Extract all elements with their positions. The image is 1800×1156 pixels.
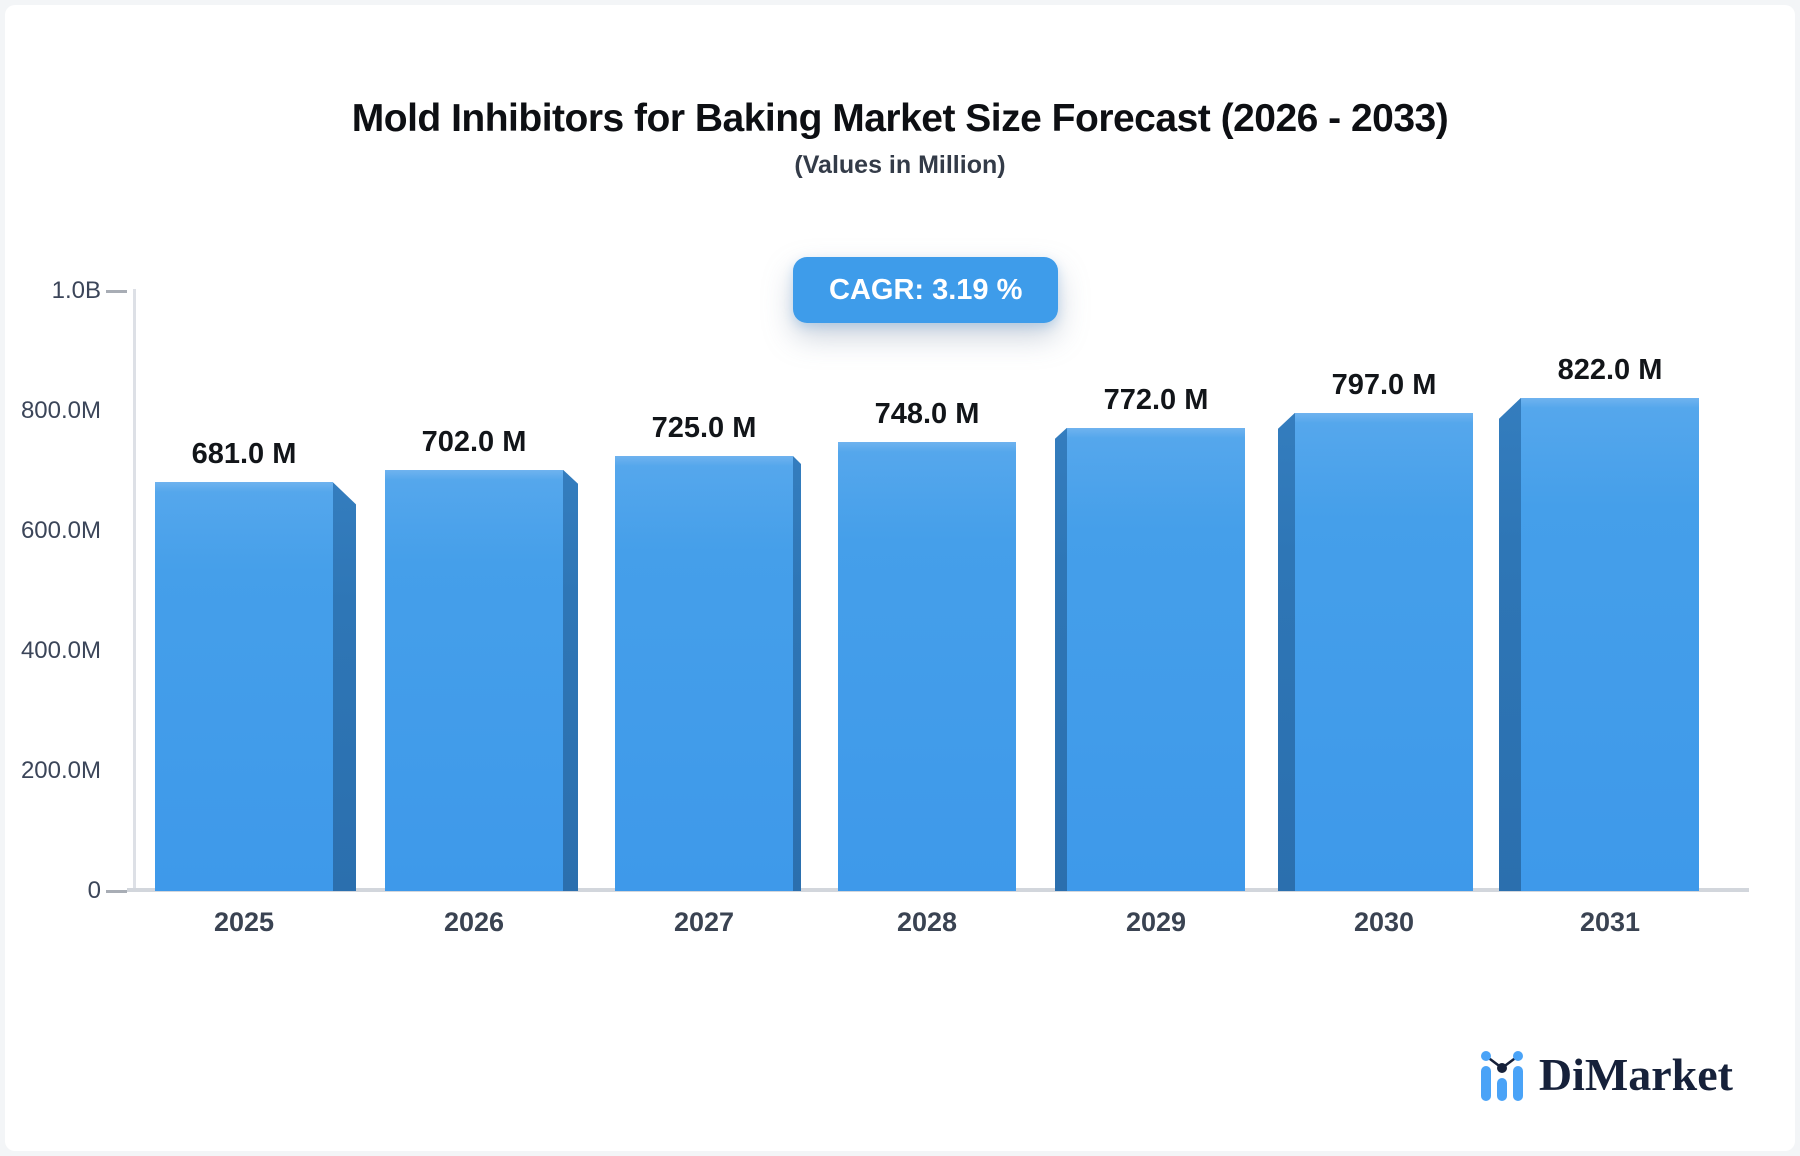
y-axis-tick-0 <box>106 890 127 893</box>
chart-stage: Mold Inhibitors for Baking Market Size F… <box>5 5 1795 1151</box>
chart-subtitle: (Values in Million) <box>794 151 1006 179</box>
value-label-2029: 772.0 M <box>1103 383 1209 416</box>
x-axis-label-2029: 2029 <box>1125 907 1187 937</box>
bar-2026[interactable] <box>385 469 563 891</box>
bar-2030-3d-side <box>1278 412 1295 891</box>
value-label-2026: 702.0 M <box>421 425 527 458</box>
value-label-2030: 797.0 M <box>1331 368 1437 401</box>
y-axis-label-0: 0 <box>87 877 101 904</box>
y-axis-label-800.0M: 800.0M <box>20 397 101 424</box>
value-label-2031: 822.0 M <box>1557 353 1663 386</box>
x-axis-label-2028: 2028 <box>896 907 958 937</box>
bar-2025[interactable] <box>155 482 333 891</box>
x-axis-label-2026: 2026 <box>443 907 505 937</box>
bar-2029[interactable] <box>1067 427 1245 891</box>
y-axis-label-200.0M: 200.0M <box>20 757 101 784</box>
x-axis-label-2027: 2027 <box>673 907 735 937</box>
bar-2031[interactable] <box>1521 397 1699 891</box>
bar-2027[interactable] <box>615 456 793 891</box>
bar-2028[interactable] <box>838 442 1016 891</box>
cagr-badge-label: CAGR: 3.19 % <box>829 273 1023 306</box>
y-axis-label-600.0M: 600.0M <box>20 517 101 544</box>
y-axis-tick-1.0B <box>106 290 127 293</box>
cagr-badge: CAGR: 3.19 % <box>793 257 1059 323</box>
x-axis-label-2025: 2025 <box>213 907 275 937</box>
bar-2027-3d-side <box>793 456 801 891</box>
bar-2025-3d-side <box>333 482 356 891</box>
y-axis-label-1.0B: 1.0B <box>51 277 101 304</box>
y-axis-line <box>133 289 136 891</box>
bar-2031-3d-side <box>1499 397 1521 891</box>
x-axis-label-2031: 2031 <box>1579 907 1641 937</box>
chart-title: Mold Inhibitors for Baking Market Size F… <box>351 97 1449 140</box>
logo-text: DiMarket <box>1538 1049 1733 1100</box>
x-axis-label-2030: 2030 <box>1353 907 1415 937</box>
chart-card: Mold Inhibitors for Baking Market Size F… <box>5 5 1795 1151</box>
mini-bar-chart-logo-icon <box>1480 1051 1523 1101</box>
value-label-2028: 748.0 M <box>874 398 980 431</box>
bar-2026-3d-side <box>563 469 578 891</box>
value-label-2025: 681.0 M <box>191 438 297 471</box>
dimarket-logo: DiMarket <box>1479 1049 1733 1101</box>
bar-2030[interactable] <box>1295 412 1473 891</box>
y-axis-label-400.0M: 400.0M <box>20 637 101 664</box>
bar-2029-3d-side <box>1055 427 1067 891</box>
value-label-2027: 725.0 M <box>651 412 757 444</box>
